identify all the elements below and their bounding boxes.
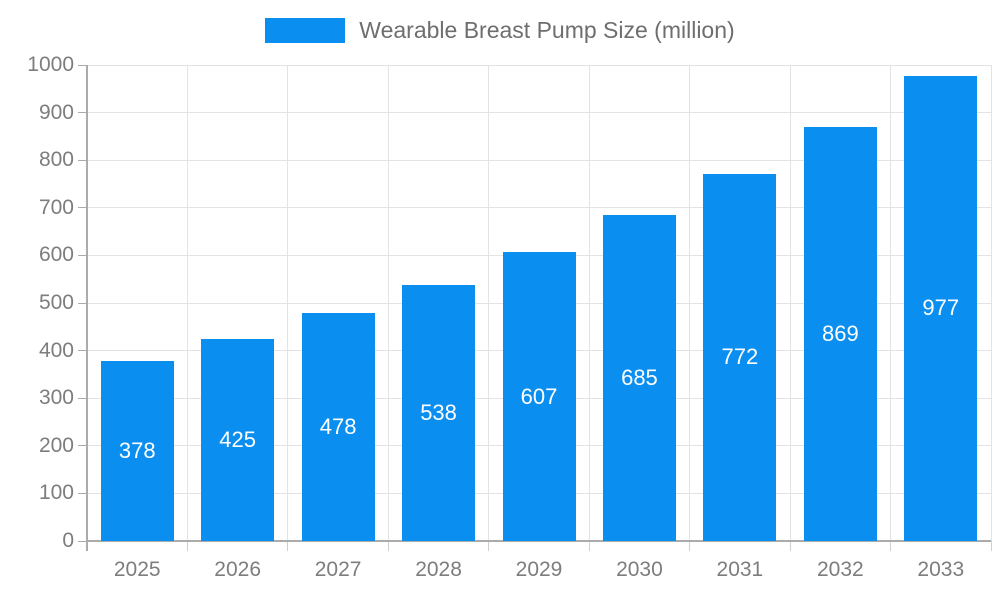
y-axis-ticklabel: 1000: [27, 53, 74, 76]
x-axis-boundary-tick: [890, 541, 892, 551]
gridline-horizontal: [87, 64, 991, 66]
x-axis-boundary-tick: [387, 541, 389, 551]
x-axis-ticklabel: 2026: [214, 558, 262, 581]
y-axis-tick: [78, 445, 87, 447]
y-axis-tick: [78, 112, 87, 114]
y-axis-ticklabel: 100: [38, 481, 74, 505]
gridline-vertical: [186, 65, 188, 541]
y-axis-tick: [78, 302, 87, 304]
legend[interactable]: Wearable Breast Pump Size (million): [0, 18, 1000, 43]
x-axis-boundary-tick: [186, 541, 188, 551]
y-axis-tick: [78, 207, 87, 209]
x-axis-boundary-tick: [488, 541, 490, 551]
y-axis-tick: [78, 397, 87, 399]
y-axis-ticklabel: 200: [38, 433, 74, 457]
x-axis-ticklabel: 2027: [314, 558, 362, 581]
bar-value-label: 538: [420, 399, 457, 425]
x-axis-boundary-tick: [287, 541, 289, 551]
x-axis-boundary-tick: [588, 541, 590, 551]
bar-value-label: 378: [118, 438, 156, 464]
x-axis-ticklabel: 2025: [113, 558, 161, 581]
y-axis-line: [86, 65, 88, 551]
y-axis-tick: [78, 350, 87, 352]
y-axis-ticklabel: 400: [38, 338, 74, 362]
bar-2026[interactable]: [201, 338, 275, 541]
gridline-vertical: [287, 65, 289, 541]
gridline-horizontal: [87, 207, 991, 209]
legend-label: Wearable Breast Pump Size (million): [359, 17, 735, 43]
bar-value-label: 685: [621, 364, 658, 390]
y-axis-ticklabel: 800: [38, 148, 74, 172]
x-axis-ticklabel: 2033: [917, 558, 965, 581]
gridline-vertical: [588, 65, 590, 541]
bar-2031[interactable]: [703, 173, 777, 541]
y-axis-ticklabel: 600: [38, 243, 74, 267]
legend-swatch[interactable]: [265, 18, 346, 43]
bar-value-label: 607: [520, 383, 558, 409]
x-axis-line: [87, 540, 991, 542]
x-axis-boundary-tick: [990, 541, 992, 551]
bar-value-label: 977: [922, 295, 960, 321]
bar-2028[interactable]: [402, 284, 476, 541]
x-axis-ticklabel: 2029: [515, 558, 563, 581]
x-axis-ticklabel: 2030: [616, 558, 663, 581]
y-axis-ticklabel: 900: [38, 100, 74, 124]
y-axis-ticklabel: 700: [38, 195, 74, 219]
gridline-vertical: [789, 65, 791, 541]
bar-2029[interactable]: [502, 252, 576, 541]
bar-value-label: 425: [219, 426, 257, 452]
bar-2027[interactable]: [301, 313, 375, 541]
y-axis-tick: [78, 492, 87, 494]
bar-2025[interactable]: [100, 361, 174, 541]
bar-value-label: 478: [319, 414, 357, 440]
bar-value-label: 869: [821, 321, 859, 347]
y-axis-ticklabel: 300: [38, 386, 74, 410]
y-axis-tick: [78, 254, 87, 256]
x-axis-ticklabel: 2032: [816, 558, 864, 581]
gridline-vertical: [387, 65, 389, 541]
bar-2033[interactable]: [904, 75, 978, 541]
y-axis-tick: [78, 64, 87, 66]
y-axis-ticklabel: 0: [62, 529, 74, 552]
bar-2030[interactable]: [602, 214, 676, 541]
y-axis-tick: [78, 159, 87, 161]
x-axis-boundary-tick: [689, 541, 691, 551]
x-axis-ticklabel: 2031: [716, 558, 764, 581]
bar-2032[interactable]: [803, 127, 877, 541]
x-axis-boundary-tick: [789, 541, 791, 551]
y-axis-ticklabel: 500: [38, 291, 74, 314]
gridline-horizontal: [87, 112, 991, 114]
gridline-horizontal: [87, 159, 991, 161]
gridline-vertical: [488, 65, 490, 541]
gridline-vertical: [990, 65, 992, 541]
gridline-vertical: [890, 65, 892, 541]
y-axis-tick: [78, 540, 87, 542]
x-axis-ticklabel: 2028: [415, 558, 462, 581]
bar-value-label: 772: [721, 344, 759, 370]
gridline-vertical: [689, 65, 691, 541]
